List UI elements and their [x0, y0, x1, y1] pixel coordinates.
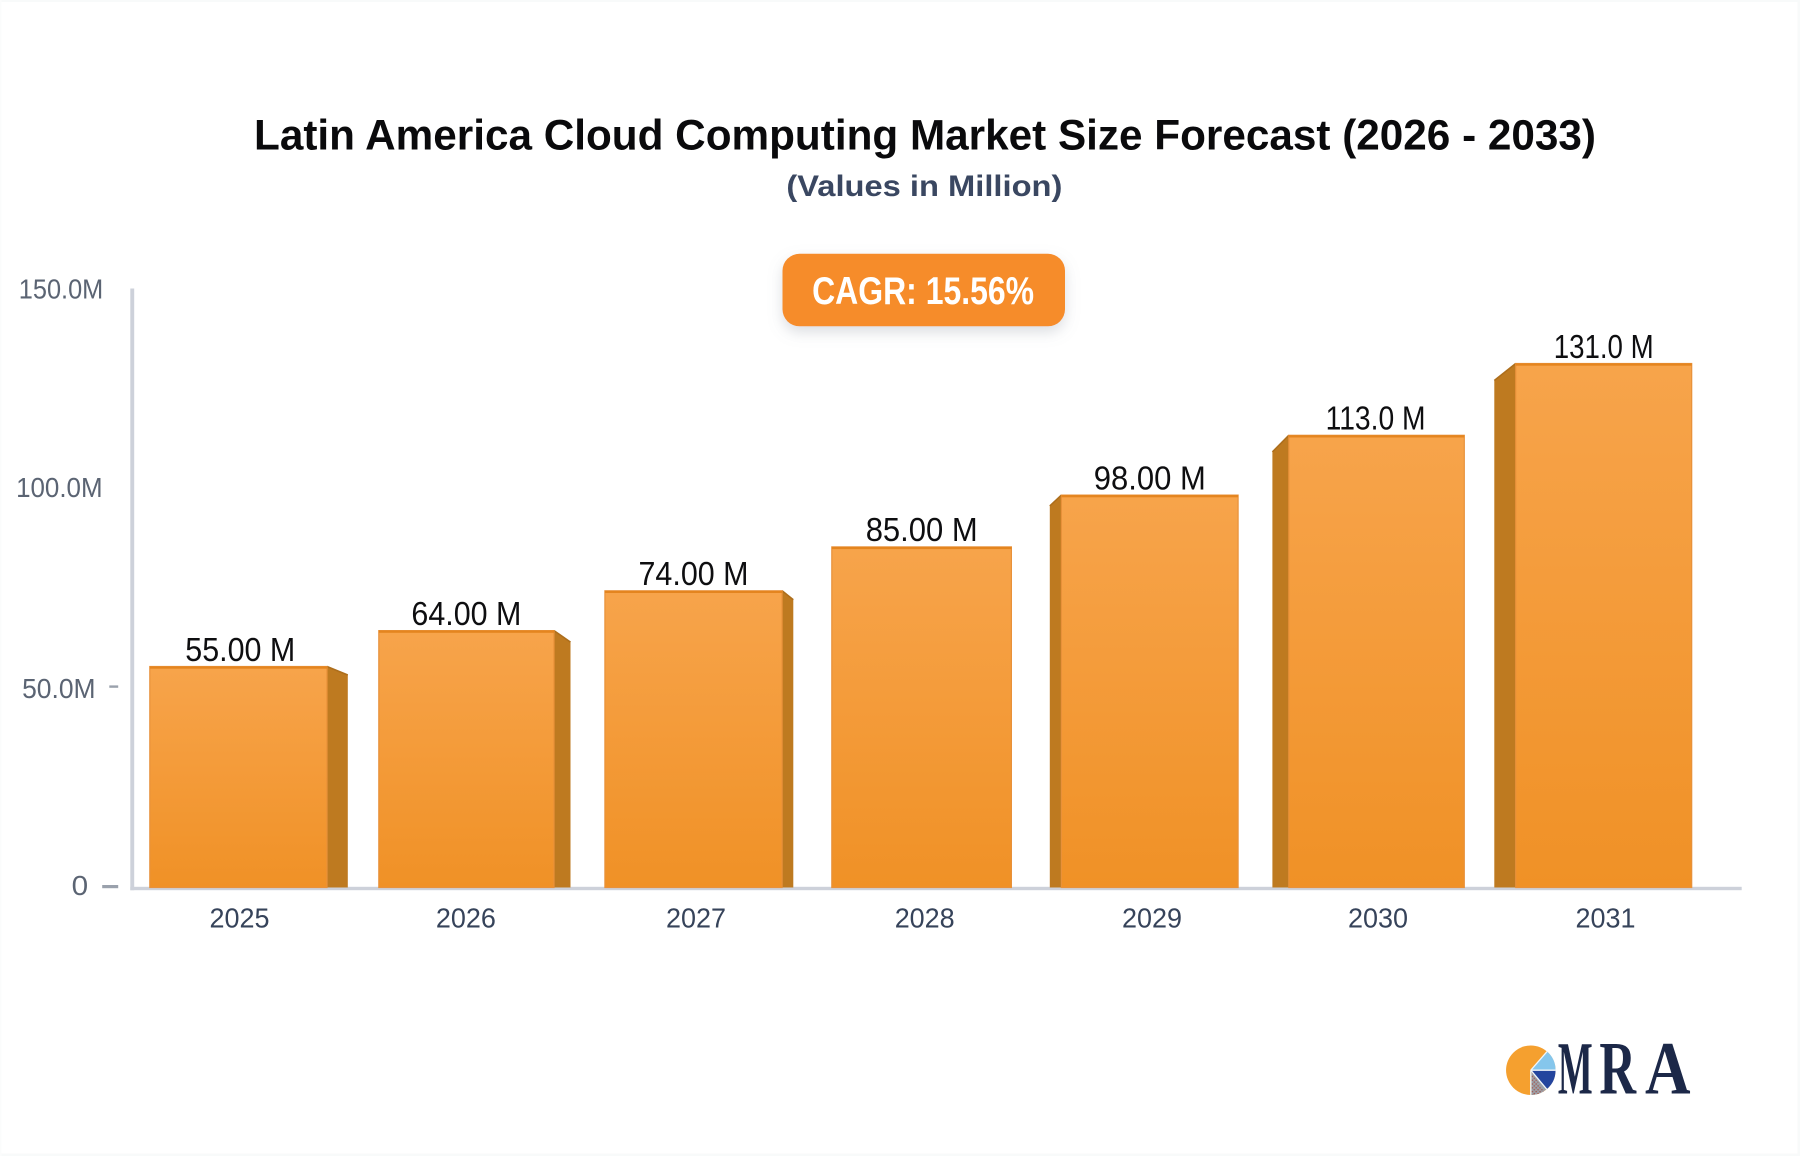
svg-text:131.0 M: 131.0 M [1554, 329, 1654, 366]
svg-text:Latin America Cloud Computing: Latin America Cloud Computing Market Siz… [254, 111, 1596, 159]
svg-text:(Values in Million): (Values in Million) [786, 170, 1062, 203]
svg-text:2028: 2028 [895, 902, 955, 933]
svg-text:98.00 M: 98.00 M [1094, 460, 1206, 497]
svg-text:2027: 2027 [666, 902, 726, 933]
svg-text:0: 0 [72, 870, 89, 901]
svg-text:150.0M: 150.0M [19, 274, 104, 305]
svg-text:100.0M: 100.0M [16, 472, 103, 503]
svg-text:113.0 M: 113.0 M [1326, 401, 1426, 438]
svg-text:2025: 2025 [210, 902, 270, 933]
svg-text:M: M [1558, 1028, 1593, 1111]
svg-text:50.0M: 50.0M [22, 673, 96, 704]
svg-text:2029: 2029 [1122, 902, 1182, 933]
svg-text:A: A [1645, 1028, 1691, 1111]
svg-text:64.00 M: 64.00 M [411, 596, 521, 633]
svg-text:R: R [1599, 1028, 1636, 1111]
svg-text:CAGR: 15.56%: CAGR: 15.56% [812, 270, 1034, 313]
svg-text:74.00 M: 74.00 M [639, 556, 749, 593]
svg-text:55.00 M: 55.00 M [185, 632, 295, 669]
svg-text:2031: 2031 [1576, 902, 1636, 933]
svg-text:2026: 2026 [436, 902, 496, 933]
svg-text:2030: 2030 [1348, 902, 1408, 933]
svg-text:85.00 M: 85.00 M [866, 512, 978, 549]
